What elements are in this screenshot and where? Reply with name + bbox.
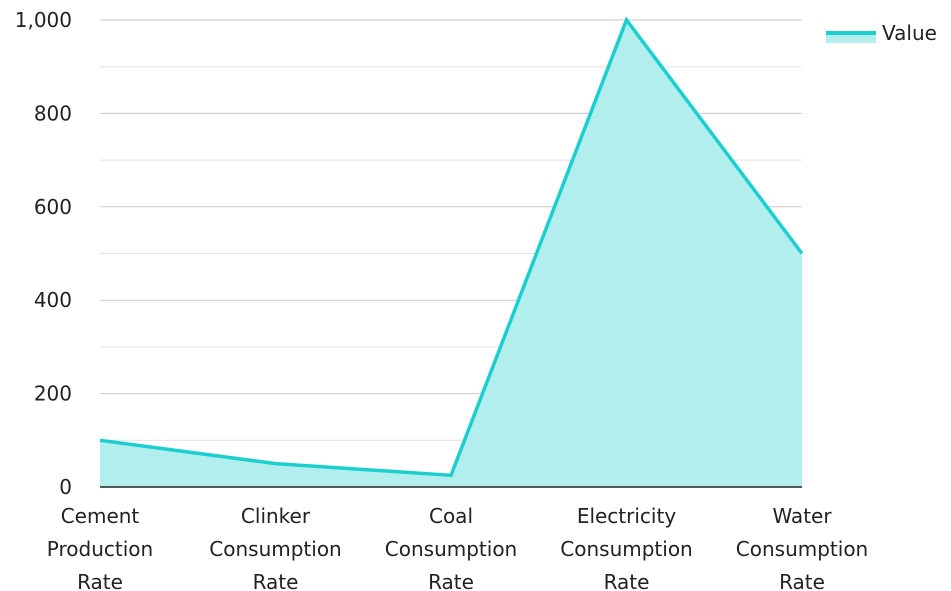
x-tick-label: Clinker Consumption Rate [209,504,341,591]
y-tick-label: 800 [34,101,72,125]
axes: 0 200 400 600 800 1,000 Cement Production Rate Cl… [15,8,869,591]
y-tick-label: 1,000 [15,8,72,32]
x-tick-label: Water Consumption Rate [736,504,868,591]
x-tick-label: Electricity Consumption Rate [560,504,692,591]
y-tick-label: 0 [59,475,72,499]
y-tick-label: 200 [34,382,72,406]
plot-area [99,16,804,487]
series-area-fill [100,20,802,487]
y-tick-label: 600 [34,195,72,219]
gridlines [100,19,802,441]
legend-label: Value [882,21,937,45]
y-tick-label: 400 [34,288,72,312]
x-tick-label: Coal Consumption Rate [385,504,517,591]
x-tick-label: Cement Production Rate [47,504,153,591]
legend-swatch-fill [826,33,876,43]
legend: Value [826,21,937,45]
